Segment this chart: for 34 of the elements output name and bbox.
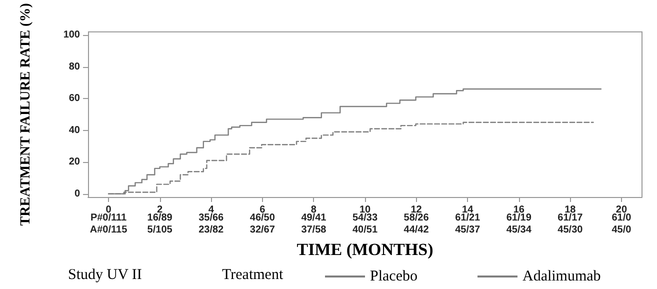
- y-axis-title: TREATMENT FAILURE RATE (%): [18, 2, 34, 226]
- y-tick-label: 80: [68, 61, 80, 72]
- text: 5/105: [147, 224, 173, 236]
- text: 61/17: [558, 212, 584, 224]
- text: 58/26: [404, 212, 430, 224]
- text: 46/50: [250, 212, 276, 224]
- text: A#0/115: [90, 224, 128, 236]
- text: 23/82: [198, 224, 224, 236]
- text: 40/51: [352, 224, 378, 236]
- y-tick-label: 60: [68, 93, 80, 104]
- text: Study UV II: [68, 267, 142, 283]
- text: 49/41: [301, 212, 327, 224]
- text: 35/66: [198, 212, 224, 224]
- text: 37/58: [301, 224, 327, 236]
- x-axis-title: TIME (MONTHS): [296, 240, 434, 259]
- text: 61/19: [506, 212, 532, 224]
- text: 16/89: [147, 212, 173, 224]
- text: 45/34: [506, 224, 532, 236]
- text: 45/0: [612, 224, 632, 236]
- text: P#0/111: [90, 212, 128, 224]
- text: 61/0: [612, 212, 632, 224]
- text: 32/67: [250, 224, 276, 236]
- text: 45/37: [455, 224, 481, 236]
- legend-title: Treatment: [222, 267, 284, 283]
- y-tick-label: 40: [68, 124, 80, 136]
- y-tick-label: 100: [63, 30, 80, 41]
- text: 54/33: [352, 212, 378, 224]
- y-tick-label: 0: [74, 188, 80, 200]
- text: 61/21: [455, 212, 481, 224]
- legend-label: Placebo: [370, 268, 418, 284]
- text: 44/42: [404, 224, 430, 236]
- y-tick-label: 20: [68, 156, 80, 168]
- text: 45/30: [558, 224, 584, 236]
- legend-label: Adalimumab: [522, 268, 601, 284]
